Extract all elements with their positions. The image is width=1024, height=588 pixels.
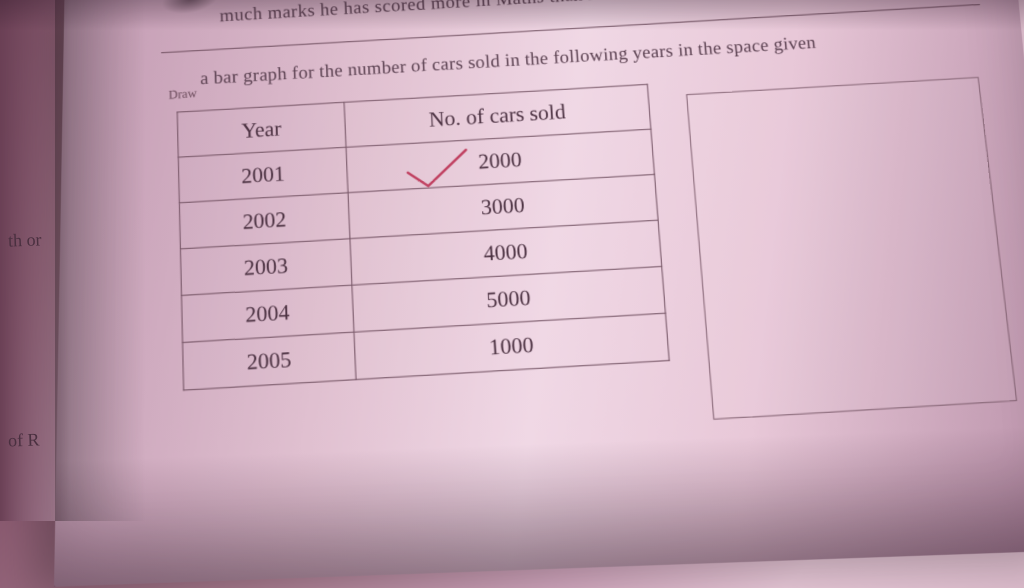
top-shadow-blob <box>159 0 221 18</box>
cars-sold-table: Year No. of cars sold 2001 2000 2002 300… <box>177 84 670 391</box>
paper-sheet: much marks he has scored more in Maths t… <box>54 0 1024 587</box>
page-container: much marks he has scored more in Maths t… <box>0 0 1024 521</box>
margin-label-1: th or <box>8 229 42 251</box>
graph-space-box <box>686 77 1017 420</box>
bottom-shade <box>54 425 1024 587</box>
draw-label: Draw <box>168 86 197 103</box>
margin-label-2: of R <box>8 429 40 451</box>
question-1-text: much marks he has scored more in Maths t… <box>219 0 678 27</box>
data-table-wrap: Year No. of cars sold 2001 2000 2002 300… <box>177 84 670 391</box>
question-2-text: a bar graph for the number of cars sold … <box>200 33 817 90</box>
cell-year: 2005 <box>183 332 356 390</box>
